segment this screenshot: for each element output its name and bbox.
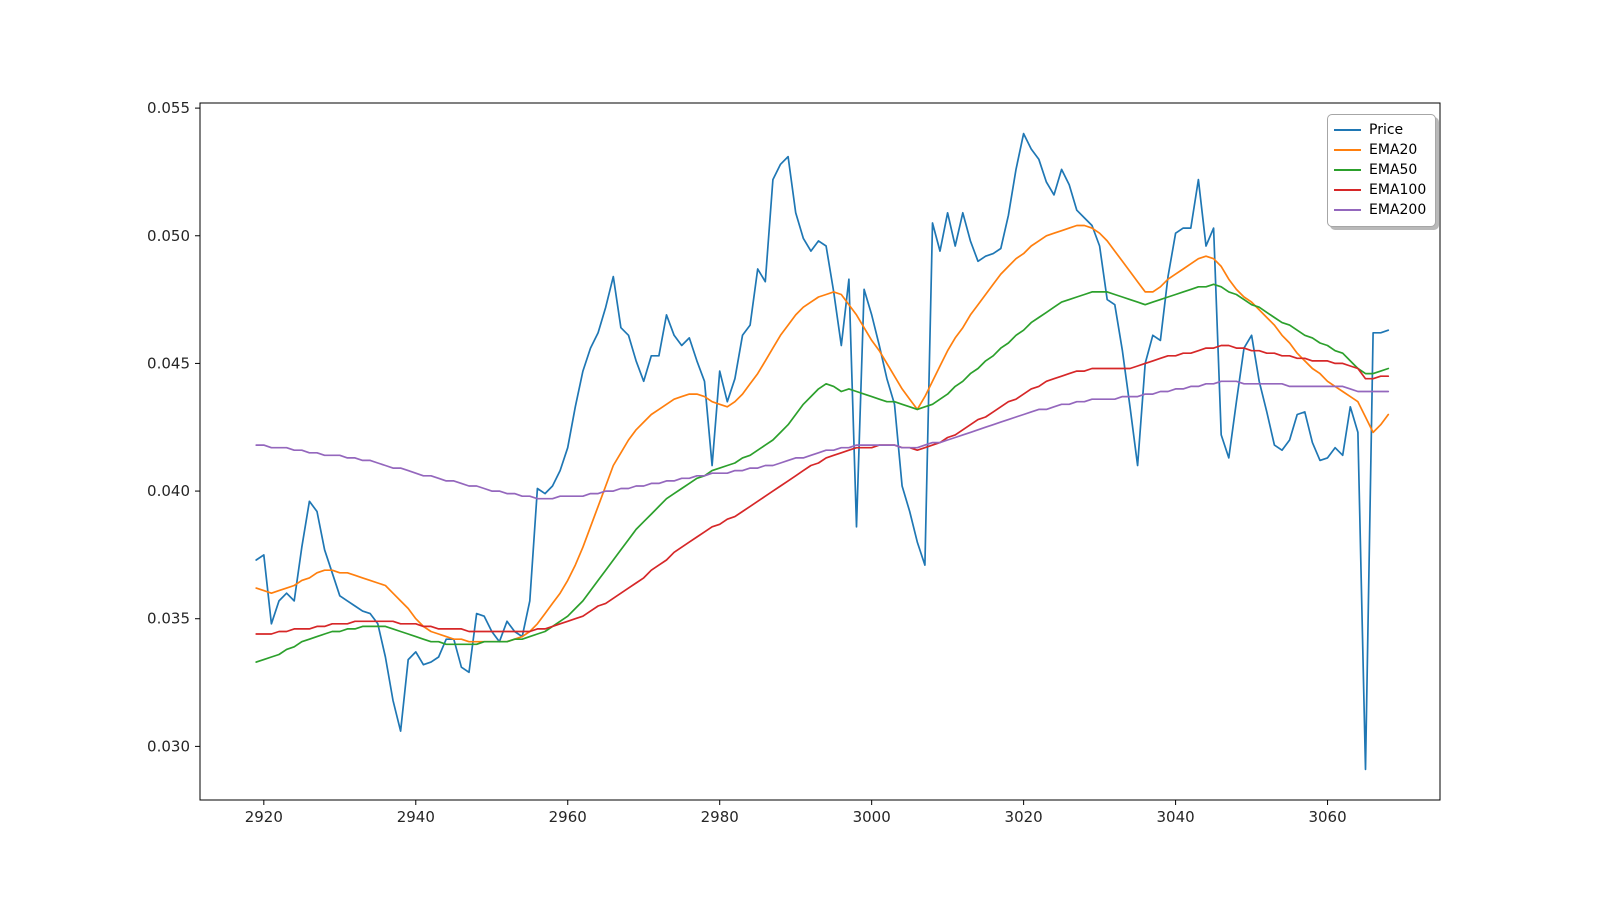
x-tick-label: 2980 (701, 808, 739, 826)
y-tick-label: 0.045 (147, 354, 190, 372)
ema200-line (255, 380, 1390, 500)
x-tick-label: 2920 (245, 808, 283, 826)
x-tick-label: 2940 (397, 808, 435, 826)
legend-label-price: Price (1369, 122, 1404, 138)
legend-item-ema200: EMA200 (1334, 200, 1426, 220)
legend-swatch-ema50 (1334, 169, 1361, 171)
y-tick-label: 0.055 (147, 99, 190, 117)
ema20-line (255, 224, 1390, 643)
y-tick-label: 0.040 (147, 482, 190, 500)
legend-swatch-ema100 (1334, 189, 1361, 191)
x-tick-label: 3020 (1005, 808, 1043, 826)
legend-label-ema200: EMA200 (1369, 202, 1427, 218)
axes-spines (199, 102, 1441, 801)
legend-label-ema50: EMA50 (1369, 162, 1418, 178)
y-tick-label: 0.035 (147, 610, 190, 628)
legend-swatch-price (1334, 129, 1361, 131)
legend-item-ema20: EMA20 (1334, 140, 1426, 160)
legend-label-ema20: EMA20 (1369, 142, 1418, 158)
ema100-line (255, 344, 1390, 635)
legend-item-ema50: EMA50 (1334, 160, 1426, 180)
x-tick-label: 2960 (549, 808, 587, 826)
price-line (255, 132, 1390, 771)
x-tick-label: 3000 (853, 808, 891, 826)
x-tick-label: 3040 (1156, 808, 1194, 826)
y-tick-label: 0.030 (147, 737, 190, 755)
legend-swatch-ema200 (1334, 209, 1361, 211)
legend: Price EMA20 EMA50 EMA100 EMA200 (1327, 114, 1436, 227)
legend-label-ema100: EMA100 (1369, 182, 1427, 198)
y-tick-label: 0.050 (147, 227, 190, 245)
x-tick-label: 3060 (1308, 808, 1346, 826)
ema50-line (255, 283, 1390, 663)
legend-item-ema100: EMA100 (1334, 180, 1426, 200)
legend-swatch-ema20 (1334, 149, 1361, 151)
legend-item-price: Price (1334, 120, 1426, 140)
